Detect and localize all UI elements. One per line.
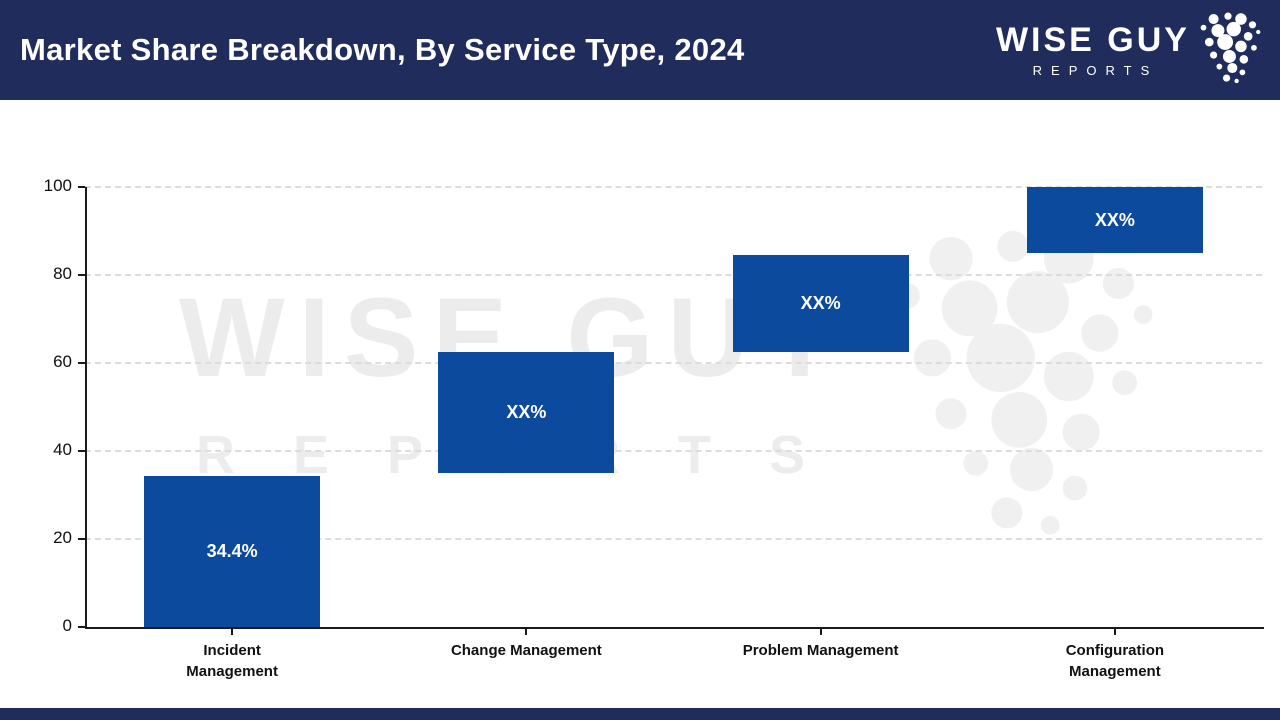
y-tick-label: 0	[62, 616, 72, 635]
y-tick	[78, 626, 85, 628]
y-axis	[85, 187, 87, 627]
logo-head-icon	[1200, 12, 1261, 84]
y-tick	[78, 186, 85, 188]
y-tick-label: 80	[53, 264, 72, 283]
x-category-label: Change Management	[396, 640, 656, 661]
x-category-label-line: Problem Management	[742, 642, 899, 659]
bar-value-label: XX%	[506, 402, 547, 422]
bar-value-label: XX%	[1094, 209, 1135, 230]
x-tick	[1113, 629, 1116, 635]
x-tick	[525, 629, 528, 635]
x-category-label: Incident Management	[102, 640, 362, 682]
y-tick	[78, 450, 85, 452]
x-tick	[231, 629, 234, 635]
y-tick-label: 40	[53, 440, 72, 459]
brand-logo-text: WISE GUY REPORTS	[996, 23, 1190, 78]
page-title: Market Share Breakdown, By Service Type,…	[20, 32, 745, 67]
x-category-label-line: Change Management	[450, 642, 602, 659]
brand-tagline: REPORTS	[1032, 62, 1159, 78]
gridline	[85, 186, 1262, 188]
bar-1: 34.4%	[144, 475, 321, 627]
x-category-label-line: Configuration	[1065, 642, 1165, 659]
x-tick	[819, 629, 822, 635]
bar-3: XX%	[732, 255, 909, 352]
x-category-label: Configuration Management	[985, 640, 1245, 682]
footer-bar	[0, 708, 1280, 720]
y-tick-label: 20	[53, 528, 72, 547]
x-axis	[85, 627, 1264, 629]
header: Market Share Breakdown, By Service Type,…	[0, 0, 1280, 100]
x-category-label: Problem Management	[691, 640, 951, 661]
y-tick	[78, 274, 85, 276]
y-tick	[78, 362, 85, 364]
brand-logo: WISE GUY REPORTS	[996, 9, 1264, 91]
gridline	[85, 274, 1262, 276]
bar-2: XX%	[438, 352, 615, 473]
bar-4: XX%	[1026, 187, 1203, 253]
brand-name: WISE GUY	[995, 20, 1190, 59]
bar-value-label: XX%	[800, 293, 841, 314]
x-category-label-line: Incident	[203, 642, 261, 659]
y-tick-label: 60	[53, 352, 72, 371]
gridline	[85, 362, 1262, 364]
bar-value-label: 34.4%	[206, 540, 258, 561]
gridline	[85, 538, 1262, 540]
y-tick	[78, 538, 85, 540]
y-tick-label: 100	[43, 176, 72, 195]
x-category-label-line: Management	[1069, 663, 1161, 680]
x-category-label-line: Management	[186, 663, 278, 680]
gridline	[85, 450, 1262, 452]
